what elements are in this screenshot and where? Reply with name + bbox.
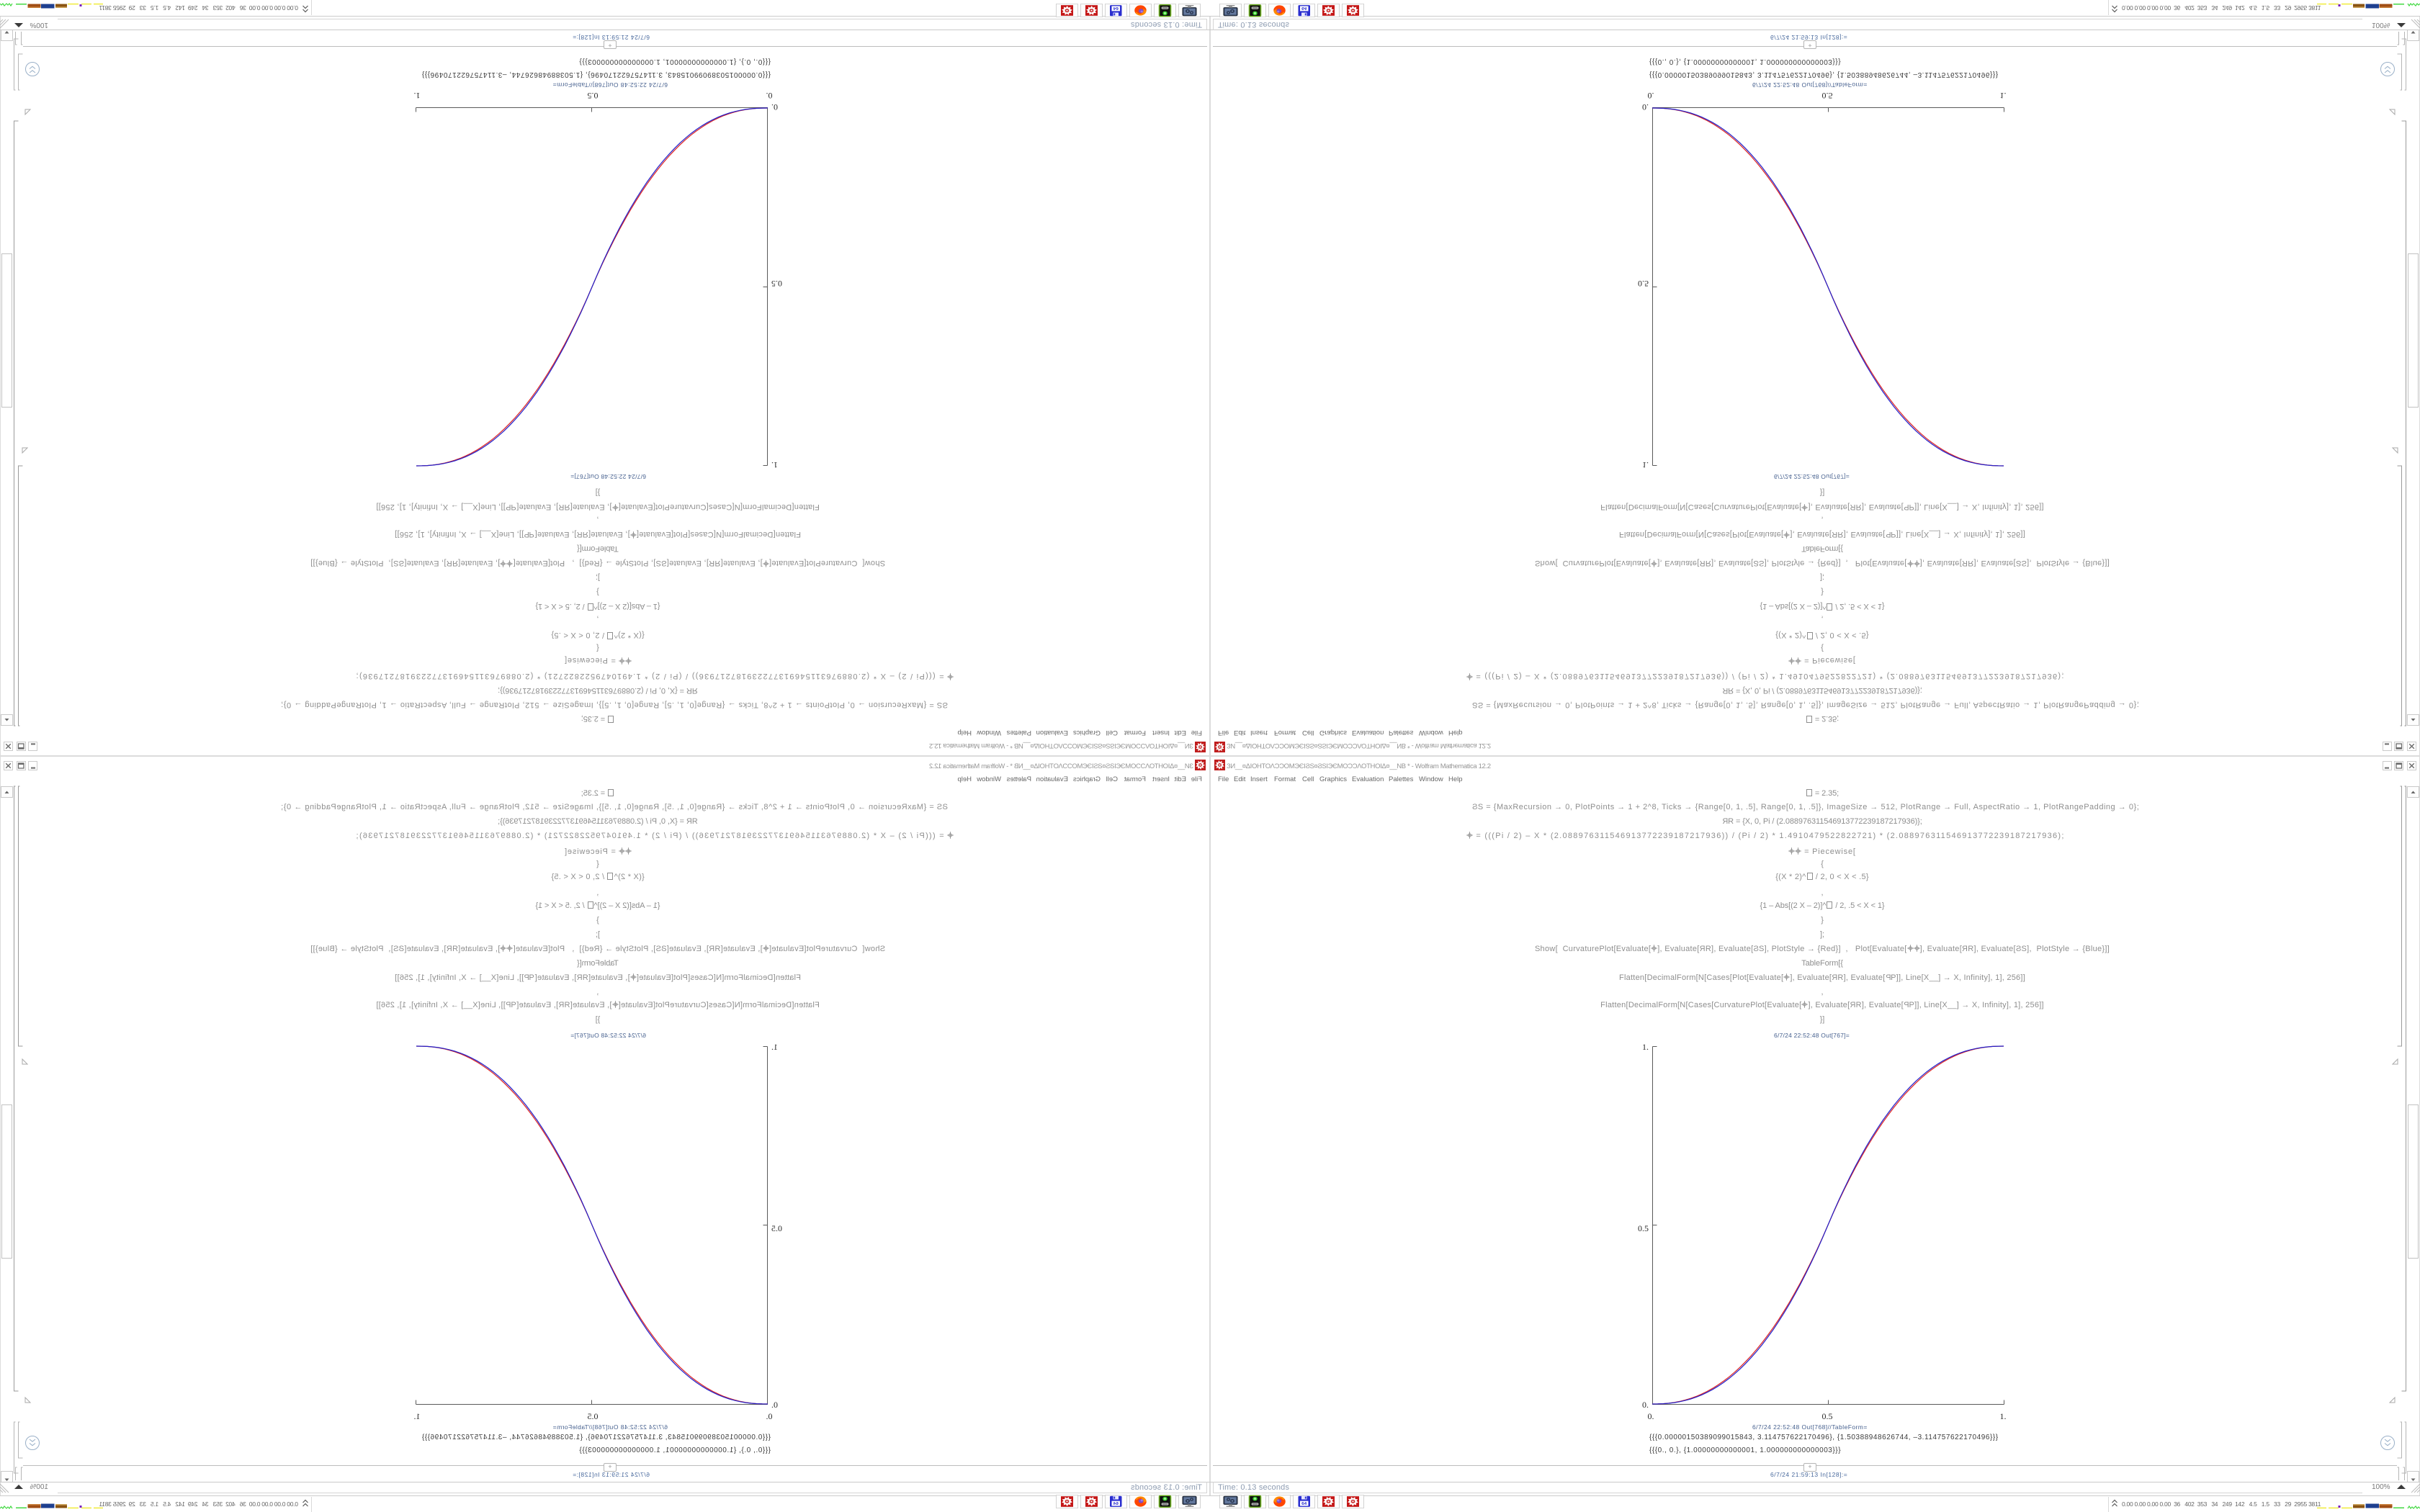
svg-text:0.: 0. bbox=[771, 102, 778, 112]
svg-text:0.5: 0.5 bbox=[1638, 279, 1649, 289]
svg-text:1.: 1. bbox=[414, 1411, 421, 1421]
svg-text:64: 64 bbox=[1301, 1503, 1307, 1507]
svg-text:1.: 1. bbox=[1642, 1042, 1649, 1052]
svg-text:1.: 1. bbox=[2000, 1411, 2007, 1421]
svg-text:1.: 1. bbox=[1642, 460, 1649, 470]
svg-text:0.5: 0.5 bbox=[1822, 91, 1833, 101]
svg-text:1.: 1. bbox=[771, 1042, 778, 1052]
svg-text:0.5: 0.5 bbox=[588, 1411, 599, 1421]
svg-text:0.: 0. bbox=[766, 1411, 773, 1421]
svg-text:1.: 1. bbox=[771, 460, 778, 470]
svg-text:0.5: 0.5 bbox=[771, 279, 782, 289]
svg-text:1.: 1. bbox=[414, 91, 421, 101]
svg-text:0.: 0. bbox=[1648, 1411, 1654, 1421]
svg-text:0.5: 0.5 bbox=[1822, 1411, 1833, 1421]
svg-text:64: 64 bbox=[1113, 6, 1119, 10]
svg-text:0.: 0. bbox=[766, 91, 773, 101]
svg-text:0.: 0. bbox=[771, 1400, 778, 1410]
svg-text:1.: 1. bbox=[2000, 91, 2007, 101]
svg-text:0.5: 0.5 bbox=[1638, 1223, 1649, 1233]
svg-text:0.: 0. bbox=[1648, 91, 1654, 101]
svg-text:0.5: 0.5 bbox=[771, 1223, 782, 1233]
svg-text:0.: 0. bbox=[1642, 102, 1649, 112]
svg-text:0.5: 0.5 bbox=[588, 91, 599, 101]
svg-text:0.: 0. bbox=[1642, 1400, 1649, 1410]
svg-text:64: 64 bbox=[1113, 1503, 1119, 1507]
svg-text:64: 64 bbox=[1301, 6, 1307, 10]
